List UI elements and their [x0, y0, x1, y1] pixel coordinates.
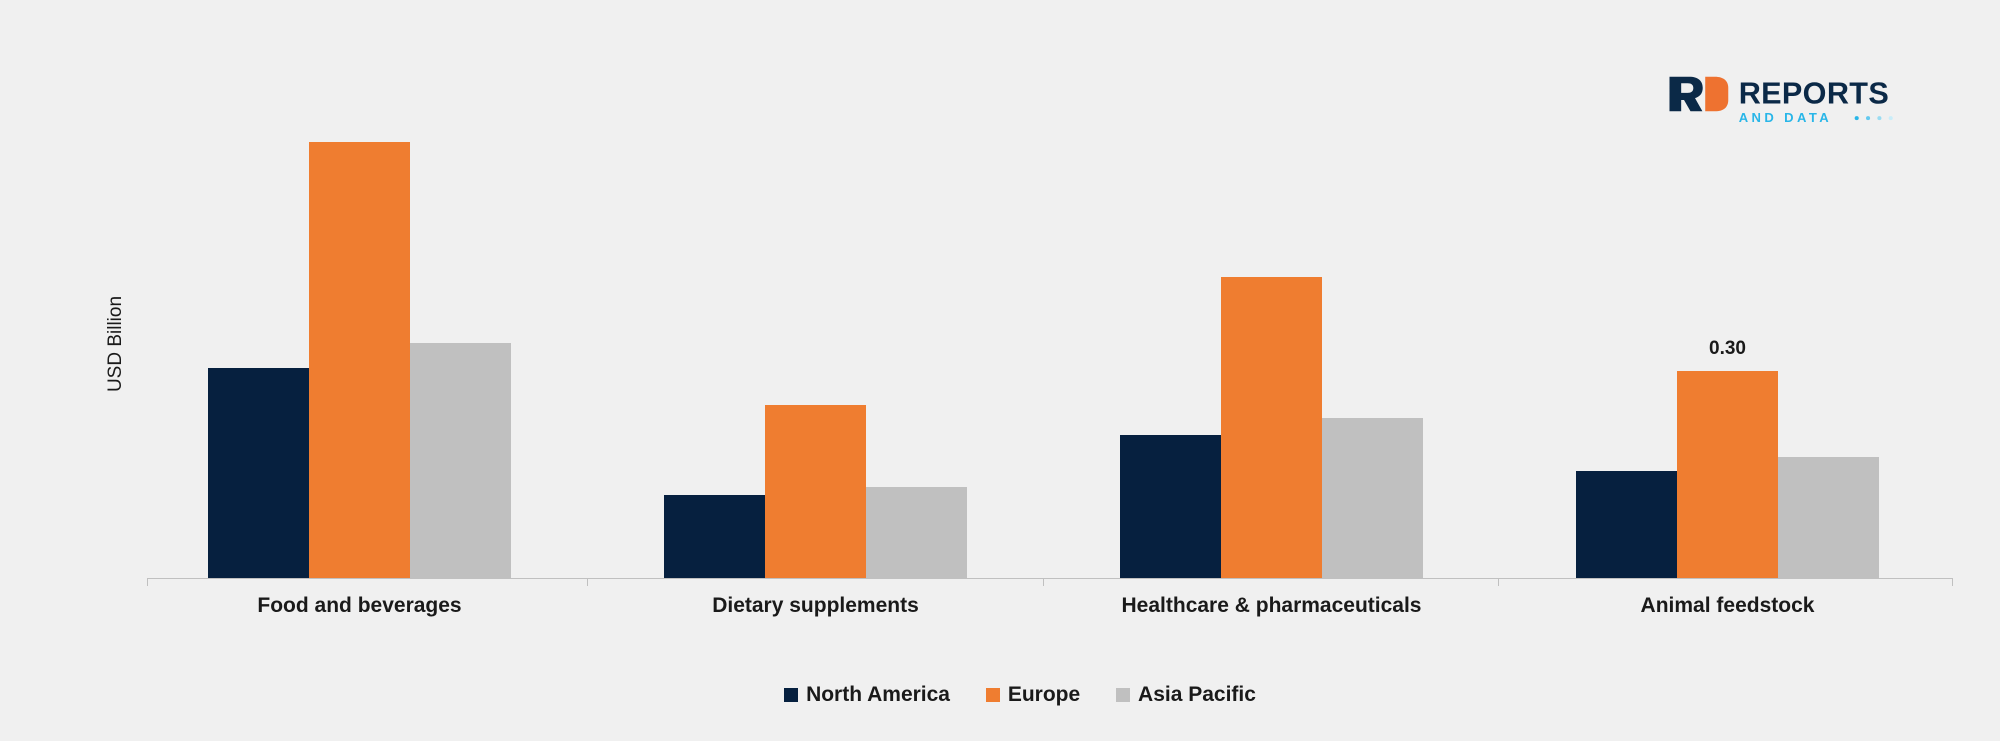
svg-text:REPORTS: REPORTS [1739, 76, 1889, 110]
svg-text:AND DATA: AND DATA [1739, 110, 1832, 125]
